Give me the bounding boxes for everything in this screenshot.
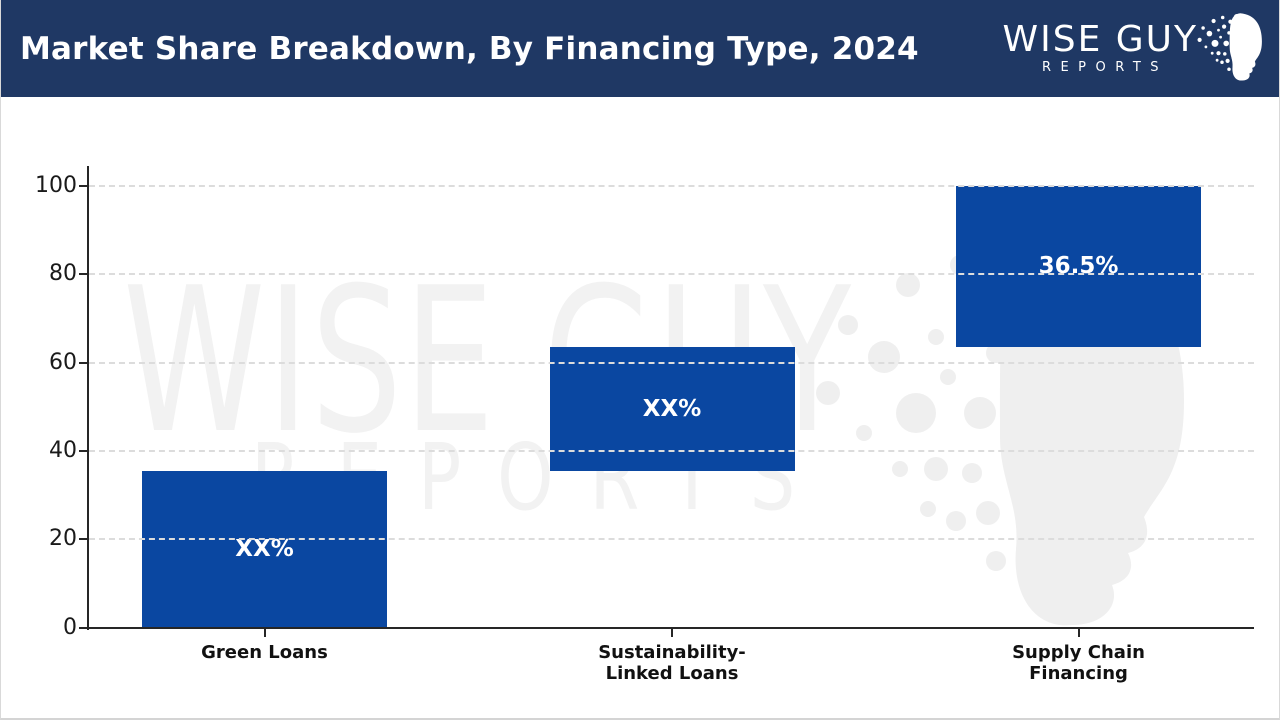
x-tick-mark xyxy=(1077,628,1080,637)
logo-subtitle: REPORTS xyxy=(1041,60,1169,75)
gridline xyxy=(89,184,1254,187)
bar-value-label: XX% xyxy=(642,395,702,422)
x-tick-mark xyxy=(263,628,266,637)
bar-value-label: 36.5% xyxy=(1038,253,1119,280)
category-label-line: Supply Chain xyxy=(1012,641,1145,663)
logo-name: WISE GUY xyxy=(1002,19,1198,60)
y-tick-label: 80 xyxy=(49,261,77,287)
category-label-line: Linked Loans xyxy=(605,662,739,684)
bar-value-label: XX% xyxy=(235,536,294,563)
wiseguy-face-icon xyxy=(1197,12,1262,81)
category-label-line: Green Loans xyxy=(201,641,328,663)
logo-text: WISE GUY REPORTS xyxy=(1002,19,1199,76)
category-label-line: Financing xyxy=(1029,662,1128,684)
y-tick-mark xyxy=(79,538,87,541)
y-tick-mark xyxy=(79,184,87,187)
x-axis-line xyxy=(87,626,1254,629)
bar: XX% xyxy=(549,347,795,471)
gridline xyxy=(89,449,1254,452)
category-label-line: Sustainability- xyxy=(598,641,746,663)
bar: XX% xyxy=(142,470,387,628)
y-tick-mark xyxy=(79,449,87,452)
gridline xyxy=(89,273,1254,276)
x-tick-mark xyxy=(671,628,673,637)
wiseguy-logo: WISE GUY REPORTS xyxy=(1003,9,1265,89)
y-tick-mark xyxy=(79,273,87,276)
y-tick-label: 0 xyxy=(63,614,77,640)
bar: 36.5% xyxy=(956,185,1201,348)
gridline xyxy=(89,361,1254,364)
header: Market Share Breakdown, By Financing Typ… xyxy=(1,0,1279,97)
y-tick-label: 20 xyxy=(49,526,77,552)
category-label: Green Loans xyxy=(105,642,425,663)
page-title: Market Share Breakdown, By Financing Typ… xyxy=(20,30,919,67)
y-tick-label: 40 xyxy=(49,437,77,463)
y-tick-mark xyxy=(79,626,87,629)
category-label: Supply Chain Financing xyxy=(919,642,1239,684)
y-tick-label: 60 xyxy=(49,349,77,375)
y-axis-line xyxy=(87,166,89,630)
y-tick-label: 100 xyxy=(35,172,77,198)
y-tick-mark xyxy=(79,361,87,364)
gridline xyxy=(89,538,1254,541)
category-label: Sustainability- Linked Loans xyxy=(512,642,832,684)
